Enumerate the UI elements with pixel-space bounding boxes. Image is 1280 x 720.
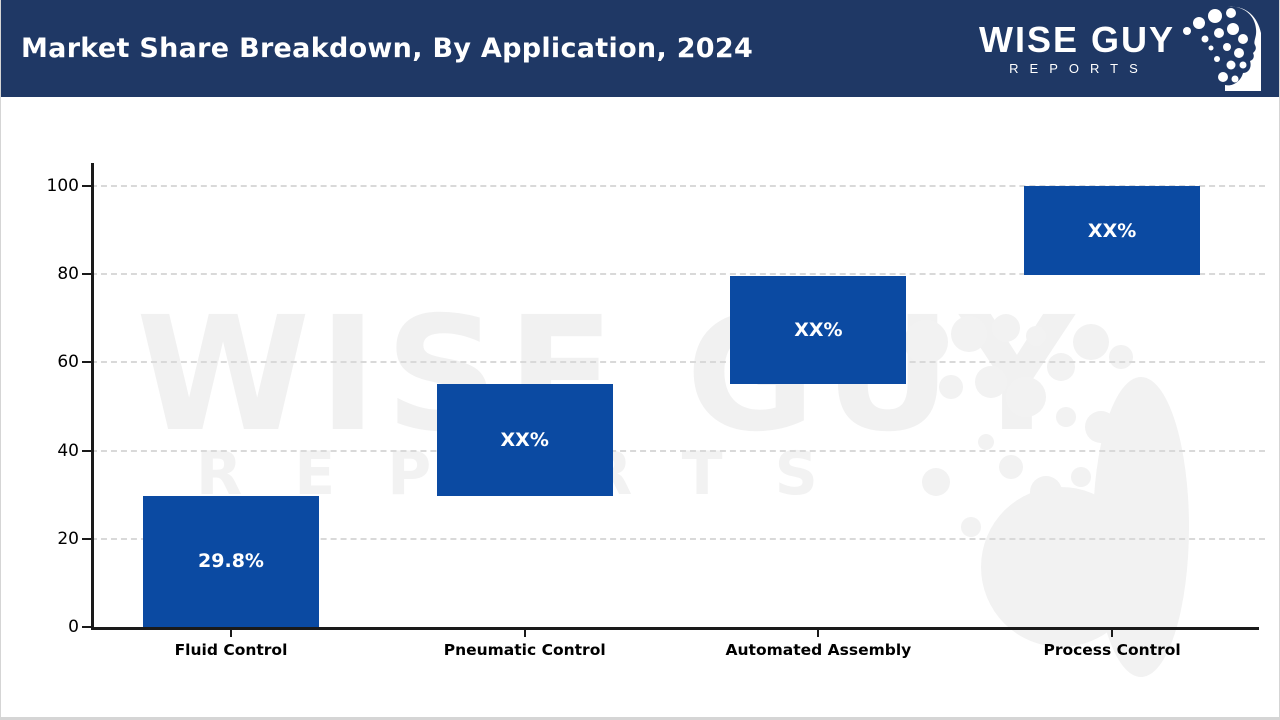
x-axis-line: [91, 627, 1259, 630]
bar-process-control: XX%: [1024, 186, 1201, 276]
x-axis-tick-mark: [817, 629, 820, 637]
y-axis-tick-mark: [82, 273, 91, 276]
wise-guy-logo: WISE GUY REPORTS: [979, 3, 1261, 95]
gridline-y60: [91, 361, 1265, 364]
y-axis-tick-label: 60: [57, 352, 79, 373]
bar-value-label: 29.8%: [198, 550, 264, 573]
y-axis-tick-label: 80: [57, 264, 79, 285]
x-axis-category-label: Pneumatic Control: [443, 641, 606, 659]
x-axis-category-label: Process Control: [1043, 641, 1181, 659]
page-title: Market Share Breakdown, By Application, …: [21, 33, 754, 64]
x-axis-tick-mark: [230, 629, 232, 637]
y-axis-tick-label: 20: [57, 528, 79, 549]
y-axis-tick-mark: [82, 626, 91, 628]
x-axis-tick-mark: [523, 629, 526, 637]
logo-brand-name: WISE GUY: [978, 18, 1175, 60]
bar-automated-assembly: XX%: [730, 276, 907, 384]
y-axis-tick-mark: [82, 185, 91, 187]
bar-value-label: XX%: [1087, 219, 1137, 242]
y-axis-tick-mark: [82, 449, 91, 452]
y-axis-tick-label: 40: [57, 440, 79, 461]
y-axis-line: [91, 163, 94, 629]
gridline-y80: [91, 273, 1265, 276]
y-axis-tick-label: 100: [46, 176, 79, 196]
bar-pneumatic-control: XX%: [436, 383, 613, 496]
x-axis-tick-mark: [1111, 629, 1114, 637]
y-axis-tick-mark: [82, 537, 91, 540]
gridline-y20: [91, 537, 1265, 540]
y-axis-tick-label: 0: [68, 617, 79, 637]
logo-brand-sub: REPORTS: [1009, 60, 1149, 76]
bar-value-label: XX%: [500, 428, 549, 451]
gridline-y40: [91, 449, 1265, 452]
header-banner: Market Share Breakdown, By Application, …: [1, 0, 1279, 97]
watermark-face-icon: [871, 212, 1271, 686]
wise-guy-face-icon: [1177, 3, 1261, 95]
logo-wordmark: WISE GUY REPORTS: [978, 18, 1175, 76]
bar-fluid-control: 29.8%: [143, 495, 319, 627]
chart-canvas: WISE GUY REPORTS: [1, 97, 1279, 717]
gridline-y100: [91, 185, 1265, 187]
y-axis-tick-mark: [82, 361, 91, 364]
bar-value-label: XX%: [794, 318, 843, 341]
x-axis-category-label: Automated Assembly: [725, 641, 912, 659]
x-axis-category-label: Fluid Control: [174, 641, 288, 659]
